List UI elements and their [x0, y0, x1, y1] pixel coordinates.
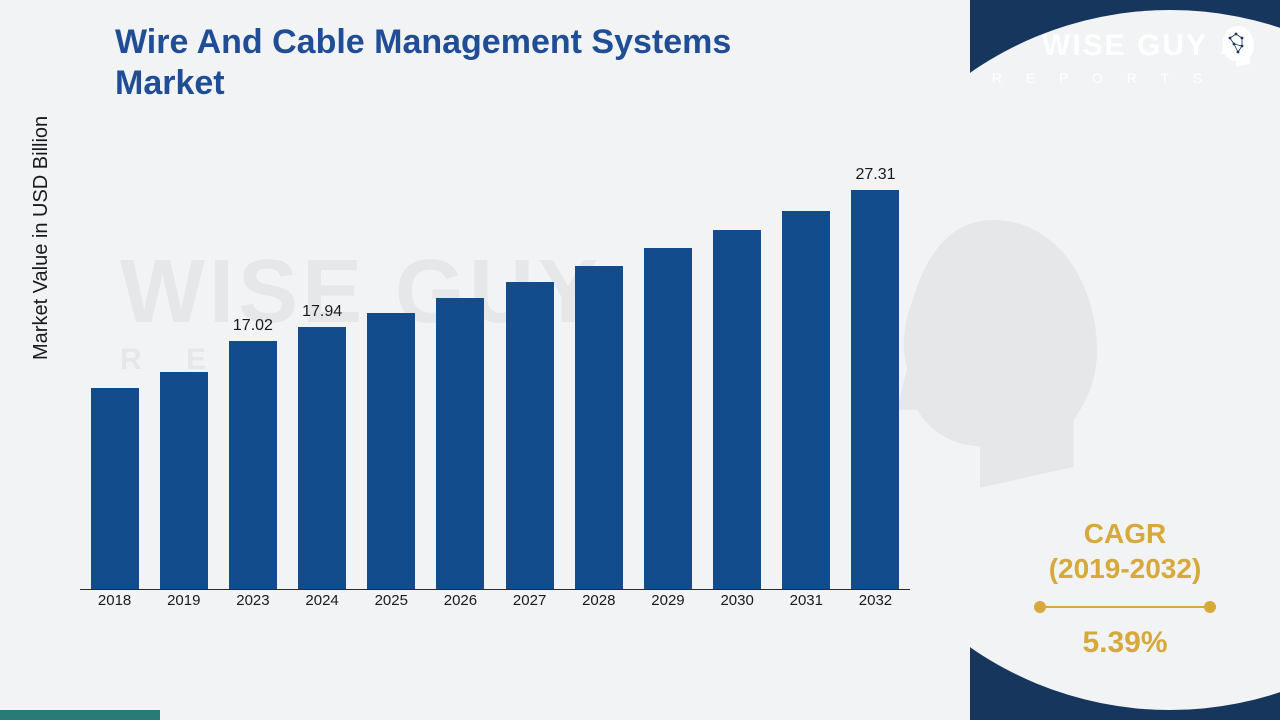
bar-wrap: [772, 211, 841, 590]
bar-value-label: 17.02: [233, 317, 273, 335]
x-tick-label: 2030: [703, 592, 772, 609]
bar: [160, 372, 208, 590]
bar-wrap: [564, 266, 633, 590]
bar: [713, 230, 761, 590]
chart-infographic: WISE GUY R E P O R T S Wire And Cable Ma…: [0, 0, 1280, 720]
bar: [436, 298, 484, 590]
x-tick-label: 2031: [772, 592, 841, 609]
logo-main-row: WISE GUY: [992, 24, 1256, 68]
bar-wrap: [357, 313, 426, 590]
bar: [851, 190, 899, 590]
bar-wrap: [149, 372, 218, 590]
bar: [298, 327, 346, 590]
bar-wrap: [426, 298, 495, 590]
head-icon: [1216, 24, 1256, 68]
x-tick-label: 2026: [426, 592, 495, 609]
x-tick-label: 2025: [357, 592, 426, 609]
bar-value-label: 17.94: [302, 303, 342, 321]
bar-wrap: 27.31: [841, 190, 910, 590]
cagr-value: 5.39%: [1010, 626, 1240, 660]
logo-text: WISE GUY: [1042, 29, 1208, 63]
bar-value-label: 27.31: [855, 166, 895, 184]
cagr-divider: [1040, 606, 1210, 608]
bar: [782, 211, 830, 590]
logo: WISE GUY R E P O R T S: [992, 24, 1256, 86]
cagr-title-line2: (2019-2032): [1049, 553, 1202, 584]
cagr-dot-right: [1204, 601, 1216, 613]
bar: [575, 266, 623, 590]
bar-wrap: [633, 248, 702, 590]
bar: [91, 388, 139, 590]
x-tick-label: 2023: [218, 592, 287, 609]
logo-subtext: R E P O R T S: [992, 70, 1212, 86]
x-tick-label: 2032: [841, 592, 910, 609]
x-axis-line: [80, 589, 910, 590]
x-tick-label: 2028: [564, 592, 633, 609]
bar: [644, 248, 692, 590]
cagr-title-line1: CAGR: [1084, 518, 1166, 549]
bars-container: 17.0217.9427.31: [80, 150, 910, 590]
bar-wrap: 17.02: [218, 341, 287, 590]
bar-wrap: [80, 388, 149, 590]
bar: [229, 341, 277, 590]
bar: [506, 282, 554, 590]
x-axis-labels: 2018201920232024202520262027202820292030…: [80, 592, 910, 609]
x-tick-label: 2029: [633, 592, 702, 609]
x-tick-label: 2024: [288, 592, 357, 609]
y-axis-label: Market Value in USD Billion: [30, 116, 53, 360]
bar-wrap: 17.94: [288, 327, 357, 590]
accent-bar: [0, 710, 160, 720]
cagr-block: CAGR (2019-2032) 5.39%: [1010, 516, 1240, 660]
chart-title: Wire And Cable Management Systems Market: [115, 22, 815, 104]
cagr-title: CAGR (2019-2032): [1010, 516, 1240, 586]
bar-wrap: [703, 230, 772, 590]
chart-plot-area: 17.0217.9427.31: [80, 150, 910, 590]
bar-wrap: [495, 282, 564, 590]
x-tick-label: 2027: [495, 592, 564, 609]
x-tick-label: 2018: [80, 592, 149, 609]
bar: [367, 313, 415, 590]
x-tick-label: 2019: [149, 592, 218, 609]
cagr-dot-left: [1034, 601, 1046, 613]
